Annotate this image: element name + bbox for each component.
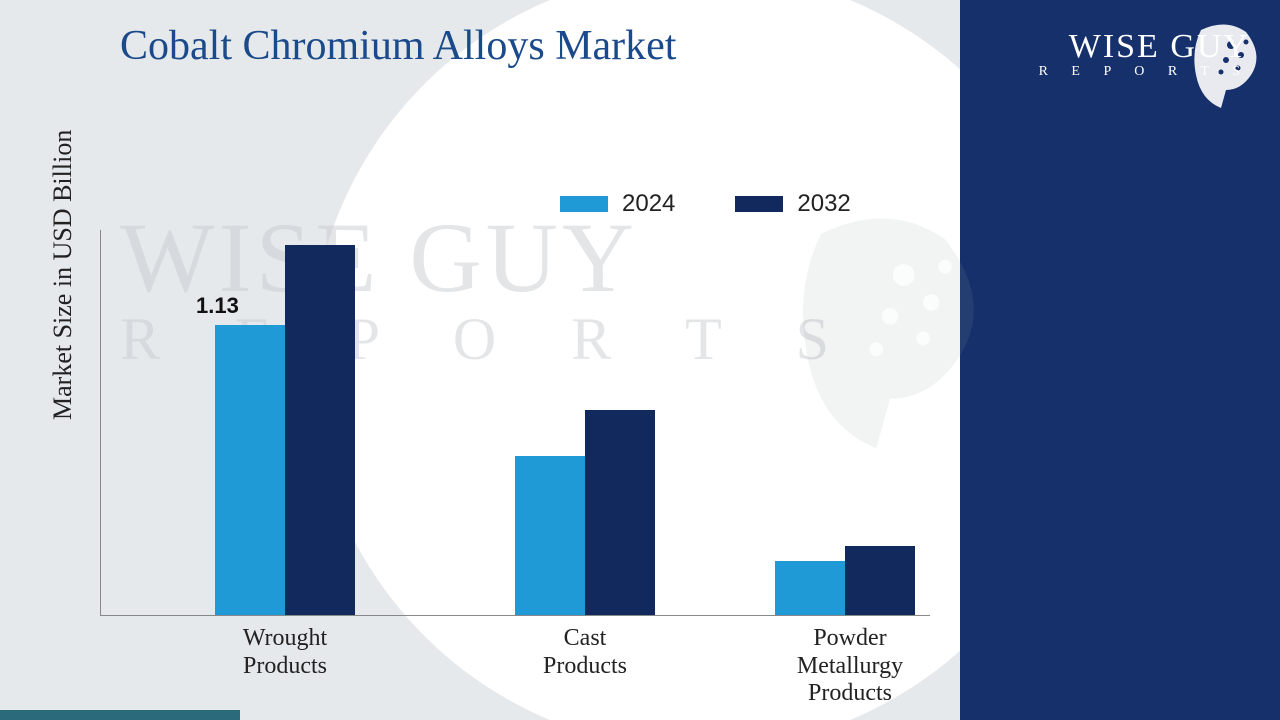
category-label: Cast Products [530,625,640,680]
chart-legend: 2024 2032 [560,190,851,218]
brand-line-1: WISE GUY [1039,28,1250,66]
footer-accent-bar [0,710,240,720]
bar [215,325,285,615]
chart-title: Cobalt Chromium Alloys Market [120,22,676,70]
legend-swatch-2032 [735,196,783,212]
bar-group [760,546,930,615]
y-axis-line [100,230,101,615]
legend-item-2024: 2024 [560,190,675,218]
brand-logo-text: WISE GUY R E P O R T S [1039,28,1250,80]
legend-label-2024: 2024 [622,190,675,218]
category-label: Powder Metallurgy Products [770,625,930,708]
legend-swatch-2024 [560,196,608,212]
bar [515,456,585,615]
y-axis-label: Market Size in USD Billion [48,130,78,420]
legend-item-2032: 2032 [735,190,850,218]
bar [845,546,915,615]
bar [775,561,845,615]
bar-group [500,410,670,615]
category-label: Wrought Products [220,625,350,680]
bar-group: 1.13 [200,245,370,615]
bar-value-label: 1.13 [196,293,239,319]
page-root: WISE GUY R E P O R T S WISE GUY R E P O … [0,0,1280,720]
legend-label-2032: 2032 [797,190,850,218]
x-axis-line [100,615,930,616]
bar [285,245,355,615]
bar [585,410,655,615]
chart-area: 1.13Wrought ProductsCast ProductsPowder … [100,230,930,630]
brand-line-2: R E P O R T S [1039,64,1250,80]
